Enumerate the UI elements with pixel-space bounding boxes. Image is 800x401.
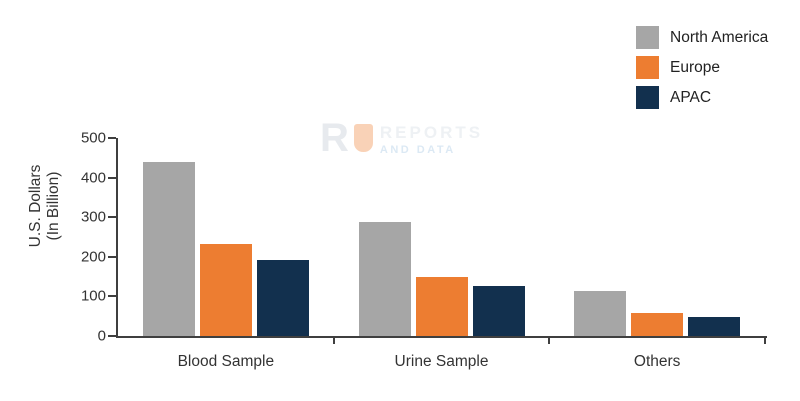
x-category-label-others: Others bbox=[633, 353, 681, 370]
bar-apac-urine-sample bbox=[472, 285, 525, 336]
bar-north-america-blood-sample bbox=[142, 161, 195, 336]
bar-europe-blood-sample bbox=[199, 244, 252, 336]
bar-north-america-urine-sample bbox=[358, 222, 411, 336]
x-category-label-blood-sample: Blood Sample bbox=[177, 353, 275, 370]
y-tick-mark-500 bbox=[108, 137, 116, 139]
legend-label-apac: APAC bbox=[670, 88, 712, 106]
bar-apac-others bbox=[688, 317, 741, 336]
legend-label-europe: Europe bbox=[670, 58, 720, 76]
y-tick-mark-400 bbox=[108, 176, 116, 179]
legend-swatch-north-america bbox=[636, 26, 659, 49]
legend: North America Europe APAC bbox=[636, 26, 768, 109]
legend-swatch-apac bbox=[636, 86, 659, 109]
y-tick-label-400: 400 bbox=[80, 169, 106, 187]
y-tick-mark-0 bbox=[108, 335, 116, 337]
plot-area: 0 100 200 300 400 500 Blood Sample Urine Sample… bbox=[81, 131, 767, 370]
y-axis-title-line1: U.S. Dollars bbox=[27, 164, 45, 248]
bar-europe-urine-sample bbox=[415, 276, 468, 336]
y-tick-mark-100 bbox=[108, 295, 116, 298]
legend-item-apac: APAC bbox=[636, 86, 768, 109]
x-category-label-urine-sample: Urine Sample bbox=[394, 353, 489, 370]
x-tick-mark-2 bbox=[548, 338, 551, 344]
y-axis-title: U.S. Dollars (In Billion) bbox=[27, 165, 63, 248]
legend-swatch-europe bbox=[636, 56, 659, 79]
legend-item-europe: Europe bbox=[636, 56, 768, 79]
bar-europe-others bbox=[631, 313, 684, 336]
y-axis-title-line2: (In Billion) bbox=[45, 171, 62, 241]
bar-north-america-others bbox=[574, 290, 627, 336]
y-tick-label-500: 500 bbox=[80, 129, 106, 147]
legend-label-north-america: North America bbox=[670, 28, 769, 46]
y-tick-label-100: 100 bbox=[80, 287, 106, 305]
y-tick-label-200: 200 bbox=[80, 248, 106, 266]
y-tick-mark-200 bbox=[108, 255, 116, 258]
x-axis-line bbox=[116, 336, 767, 338]
x-tick-mark-1 bbox=[332, 338, 335, 344]
x-tick-mark-3 bbox=[764, 338, 766, 344]
y-axis-line bbox=[116, 138, 118, 338]
y-tick-mark-300 bbox=[108, 216, 116, 219]
y-tick-label-300: 300 bbox=[80, 208, 106, 226]
bar-apac-blood-sample bbox=[256, 260, 309, 336]
y-tick-label-0: 0 bbox=[97, 327, 106, 345]
legend-item-north-america: North America bbox=[636, 26, 768, 49]
